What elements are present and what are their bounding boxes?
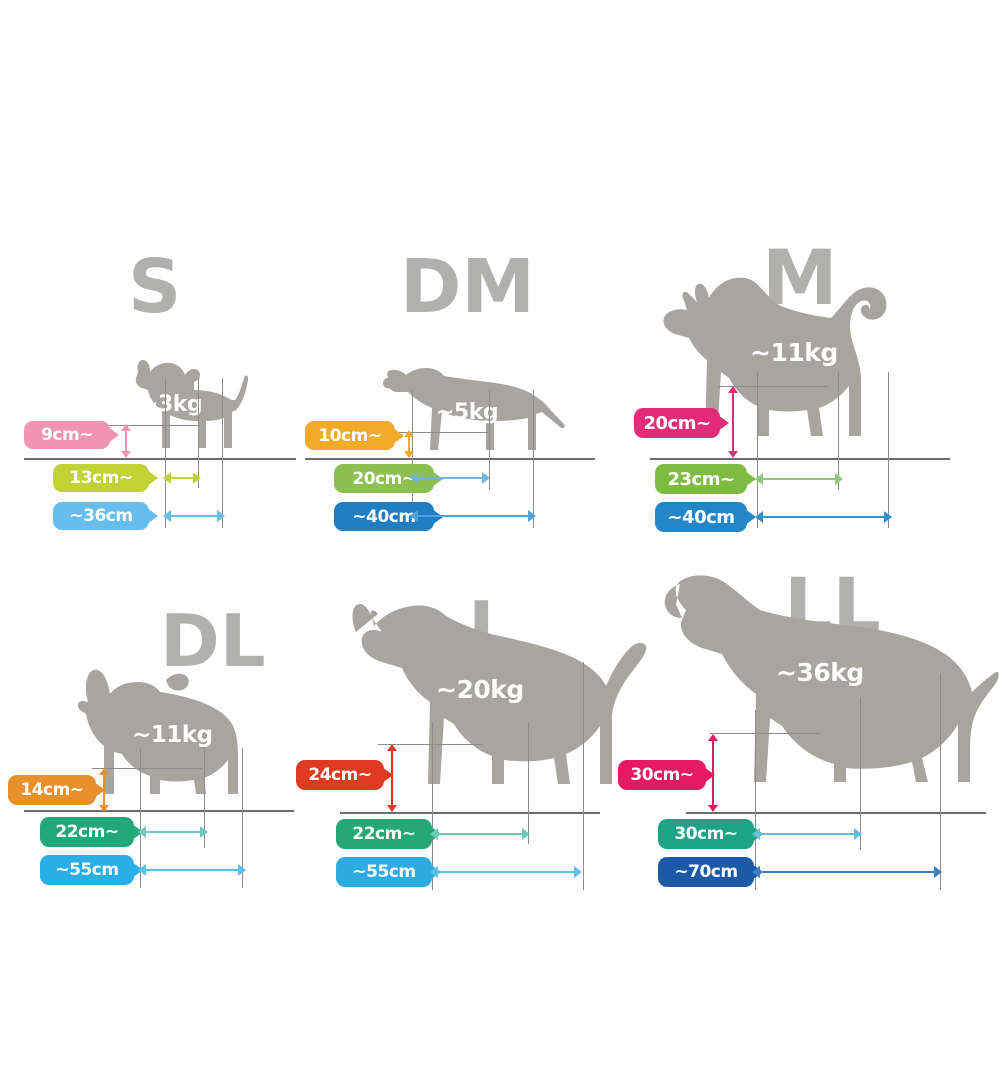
- callout-low-dl: ~55cm: [40, 855, 134, 885]
- withers-line-dl: [92, 768, 202, 769]
- dog-silhouette-labrador: [640, 564, 999, 814]
- guide-front-s: [165, 378, 166, 528]
- callout-mid-s: 13cm~: [53, 464, 149, 492]
- guide-mid-ll: [860, 698, 861, 850]
- callout-height-m: 20cm~: [634, 408, 720, 438]
- callout-mid-l-text: 22cm~: [352, 824, 416, 844]
- guide-rear-ll: [940, 674, 941, 890]
- callout-low-l: ~55cm: [336, 857, 432, 887]
- callout-low-ll-text: ~70cm: [674, 862, 738, 882]
- weight-label-s: ~3kg: [140, 392, 203, 417]
- callout-mid-dm: 20cm~: [334, 464, 434, 493]
- withers-line-dm: [382, 432, 488, 433]
- callout-low-s-text: ~36cm: [69, 506, 133, 526]
- guide-mid-dl: [204, 748, 205, 848]
- callout-low-dm-text: ~40cm: [352, 506, 416, 527]
- guide-front-l: [432, 722, 433, 890]
- callout-low-ll: ~70cm: [658, 857, 754, 887]
- guide-mid-m: [838, 372, 839, 490]
- callout-mid-m-text: 23cm~: [667, 468, 735, 490]
- weight-label-l: ~20kg: [436, 675, 524, 704]
- callout-mid-s-text: 13cm~: [69, 468, 133, 488]
- withers-line-l: [378, 744, 483, 745]
- callout-height-m-text: 20cm~: [643, 412, 711, 434]
- callout-mid-l: 22cm~: [336, 819, 432, 849]
- ground-line-m: [650, 458, 950, 460]
- guide-front-dl: [140, 748, 141, 888]
- dog-silhouette-chihuahua: [108, 352, 258, 462]
- callout-height-ll: 30cm~: [618, 760, 706, 790]
- weight-label-m: ~11kg: [750, 338, 838, 367]
- withers-line-s: [104, 425, 200, 426]
- guide-rear-m: [888, 372, 889, 528]
- callout-low-m-text: ~40cm: [667, 506, 735, 528]
- callout-height-s: 9cm~: [24, 421, 110, 449]
- dog-silhouette-mixed-breed: [320, 590, 650, 815]
- size-letter-dl: DL: [160, 599, 266, 683]
- guide-front-m: [757, 372, 758, 528]
- callout-low-l-text: ~55cm: [352, 862, 416, 882]
- callout-height-s-text: 9cm~: [41, 425, 93, 445]
- guide-rear-dl: [242, 748, 243, 888]
- callout-low-dl-text: ~55cm: [55, 860, 119, 880]
- callout-height-ll-text: 30cm~: [630, 765, 694, 785]
- withers-line-ll: [710, 733, 820, 734]
- callout-height-dm-text: 10cm~: [318, 425, 382, 446]
- callout-mid-ll: 30cm~: [658, 819, 754, 849]
- dog-silhouette-dachshund: [376, 362, 566, 462]
- callout-mid-m: 23cm~: [655, 464, 747, 494]
- callout-low-m: ~40cm: [655, 502, 747, 532]
- guide-rear-s: [222, 378, 223, 528]
- guide-rear-l: [583, 662, 584, 890]
- withers-line-m: [718, 386, 828, 387]
- callout-height-dl: 14cm~: [8, 775, 96, 805]
- size-letter-s: S: [128, 244, 182, 330]
- callout-height-l: 24cm~: [296, 760, 384, 790]
- dog-silhouette-french-bulldog: [70, 660, 260, 815]
- guide-mid-l: [528, 722, 529, 844]
- ground-line-dl: [24, 810, 294, 812]
- guide-front-dm: [412, 390, 413, 528]
- ground-line-l: [340, 812, 600, 814]
- callout-height-dm: 10cm~: [305, 421, 395, 450]
- size-letter-dm: DM: [400, 244, 536, 330]
- guide-mid-s: [198, 378, 199, 488]
- ground-line-s: [24, 458, 296, 460]
- callout-mid-ll-text: 30cm~: [674, 824, 738, 844]
- callout-mid-dl: 22cm~: [40, 817, 134, 847]
- callout-mid-dm-text: 20cm~: [352, 468, 416, 489]
- callout-low-s: ~36cm: [53, 502, 149, 530]
- callout-height-dl-text: 14cm~: [20, 780, 84, 800]
- ground-line-dm: [305, 458, 595, 460]
- weight-label-ll: ~36kg: [776, 658, 864, 687]
- weight-label-dm: ~5kg: [436, 400, 499, 425]
- guide-rear-dm: [533, 390, 534, 528]
- callout-mid-dl-text: 22cm~: [55, 822, 119, 842]
- dog-silhouette-shiba: [655, 268, 905, 468]
- guide-mid-dm: [489, 390, 490, 490]
- callout-height-l-text: 24cm~: [308, 765, 372, 785]
- guide-front-ll: [755, 710, 756, 890]
- weight-label-dl: ~11kg: [132, 722, 213, 748]
- ground-line-ll: [686, 812, 986, 814]
